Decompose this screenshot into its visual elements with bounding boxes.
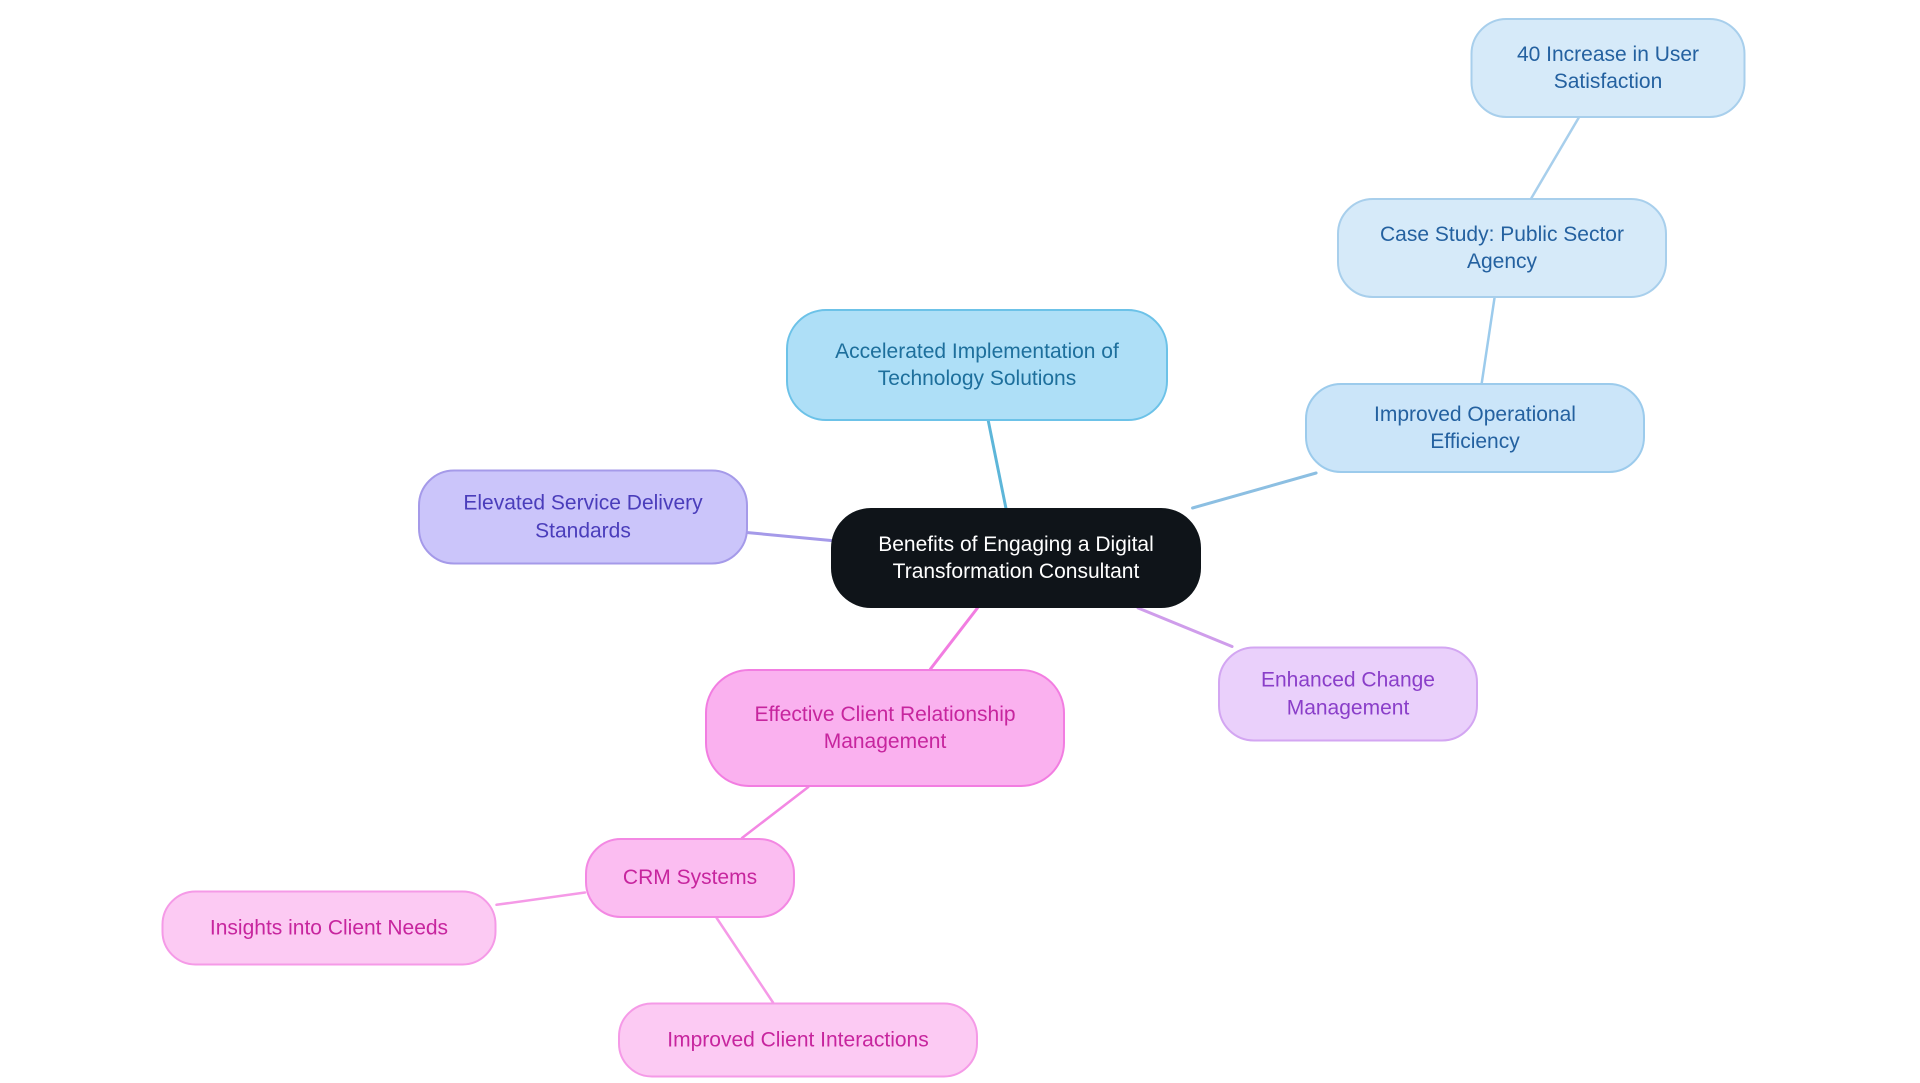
node-label: Elevated Service Delivery Standards [444,490,722,545]
node-label: Effective Client Relationship Management [731,701,1039,756]
node-improved-eff[interactable]: Improved Operational Efficiency [1305,383,1645,473]
node-label: Accelerated Implementation of Technology… [812,338,1142,393]
node-label: Benefits of Engaging a Digital Transform… [857,531,1175,586]
edge [1193,473,1317,508]
mindmap-canvas: Benefits of Engaging a Digital Transform… [0,0,1920,1083]
node-elevated[interactable]: Elevated Service Delivery Standards [418,470,748,565]
node-label: Insights into Client Needs [210,914,448,941]
edge [1531,118,1578,198]
node-label: Case Study: Public Sector Agency [1363,221,1641,276]
edge [988,421,1006,508]
edge [748,533,831,541]
edge [930,608,977,669]
edge [1482,298,1495,383]
node-improved-client[interactable]: Improved Client Interactions [618,1003,978,1078]
node-forty[interactable]: 40 Increase in User Satisfaction [1471,18,1746,118]
edge [717,918,773,1003]
node-enhanced-change[interactable]: Enhanced Change Management [1218,647,1478,742]
node-effective-crm[interactable]: Effective Client Relationship Management [705,669,1065,787]
node-label: CRM Systems [623,864,757,891]
node-accelerated[interactable]: Accelerated Implementation of Technology… [786,309,1168,421]
node-case-study[interactable]: Case Study: Public Sector Agency [1337,198,1667,298]
node-insights[interactable]: Insights into Client Needs [162,891,497,966]
edge [1138,608,1232,647]
edge [742,787,808,838]
node-label: Enhanced Change Management [1244,667,1452,722]
node-center[interactable]: Benefits of Engaging a Digital Transform… [831,508,1201,608]
node-label: Improved Operational Efficiency [1331,401,1619,456]
node-crm-systems[interactable]: CRM Systems [585,838,795,918]
node-label: Improved Client Interactions [667,1026,928,1053]
node-label: 40 Increase in User Satisfaction [1497,41,1720,96]
edge [497,893,586,905]
